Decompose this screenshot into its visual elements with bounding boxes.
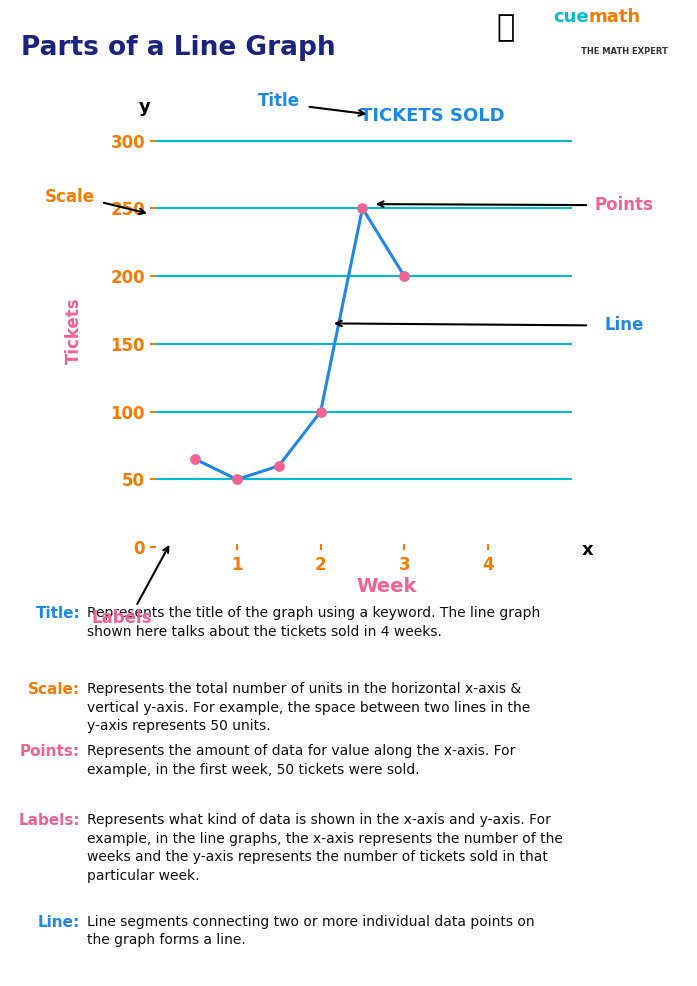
Text: 🚀: 🚀 — [496, 13, 514, 42]
Point — [357, 200, 368, 216]
Text: y: y — [139, 98, 151, 116]
Text: THE MATH EXPERT: THE MATH EXPERT — [581, 47, 668, 56]
Text: Line segments connecting two or more individual data points on
the graph forms a: Line segments connecting two or more ind… — [87, 915, 535, 948]
Text: Line:: Line: — [38, 915, 80, 930]
Text: Tickets: Tickets — [65, 297, 83, 364]
Text: Points: Points — [595, 196, 653, 214]
Text: math: math — [589, 8, 641, 27]
Text: Week: Week — [357, 577, 417, 596]
Text: Labels:: Labels: — [19, 813, 80, 828]
Text: Scale:: Scale: — [28, 682, 80, 697]
Text: x: x — [581, 541, 593, 559]
Text: Title: Title — [258, 92, 300, 109]
Text: Points:: Points: — [20, 744, 80, 759]
Point — [190, 452, 201, 467]
Text: Represents the total number of units in the horizontal x-axis &
vertical y-axis.: Represents the total number of units in … — [87, 682, 530, 734]
Text: Represents the amount of data for value along the x-axis. For
example, in the fi: Represents the amount of data for value … — [87, 744, 516, 777]
Text: Scale: Scale — [45, 188, 95, 206]
Point — [273, 458, 284, 474]
Text: Represents the title of the graph using a keyword. The line graph
shown here tal: Represents the title of the graph using … — [87, 606, 540, 639]
Text: Parts of a Line Graph: Parts of a Line Graph — [21, 35, 335, 60]
Text: TICKETS SOLD: TICKETS SOLD — [360, 107, 505, 125]
Text: Represents what kind of data is shown in the x-axis and y-axis. For
example, in : Represents what kind of data is shown in… — [87, 813, 563, 882]
Text: cue: cue — [553, 8, 589, 27]
Text: Line: Line — [604, 317, 643, 334]
Point — [231, 471, 243, 487]
Point — [315, 404, 326, 420]
Text: Labels: Labels — [92, 609, 152, 627]
Point — [399, 268, 410, 284]
Text: Title:: Title: — [36, 606, 80, 621]
